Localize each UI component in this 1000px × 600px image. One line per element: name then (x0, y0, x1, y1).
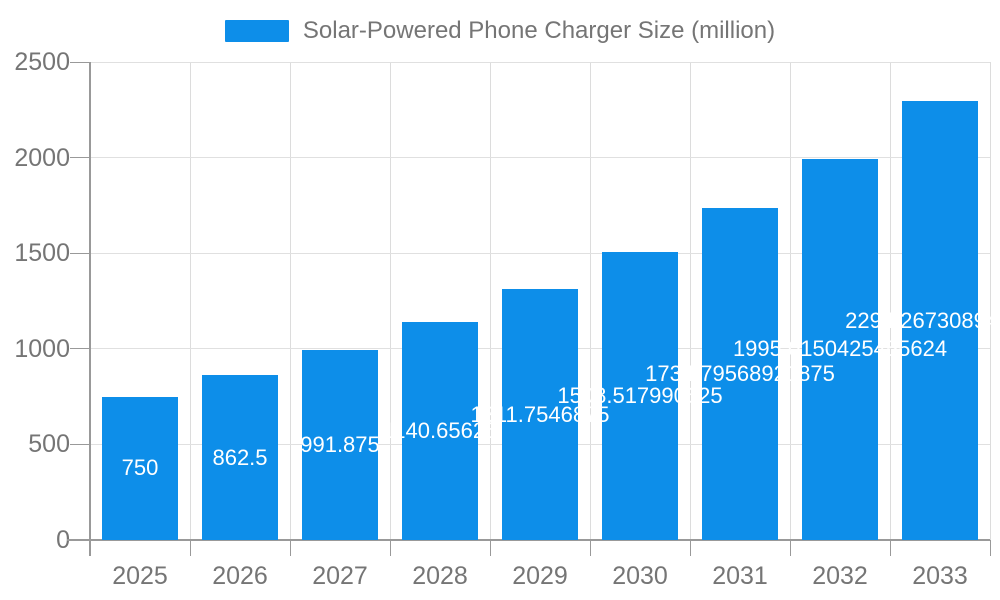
bar-value-label: 1734.79568921875 (645, 361, 835, 387)
x-tick-label: 2026 (212, 562, 268, 590)
y-tick-label: 2500 (14, 48, 70, 76)
bar (302, 350, 378, 540)
x-gridline (589, 62, 591, 540)
bar (902, 101, 978, 540)
x-gridline (289, 62, 291, 540)
bar (202, 375, 278, 540)
bar (802, 158, 878, 540)
bar (602, 251, 678, 540)
x-tick-label: 2030 (612, 562, 668, 590)
x-gridline (989, 62, 991, 540)
y-tick-label: 2000 (14, 143, 70, 172)
y-axis-line (88, 62, 91, 556)
y-tick-mark (70, 252, 90, 254)
x-tick-mark (989, 540, 991, 556)
y-tick-label: 1500 (14, 239, 70, 268)
bar-value-label: 750 (121, 455, 159, 481)
bar-value-label: 991.875 (300, 432, 380, 458)
x-gridline (789, 62, 791, 540)
y-tick-mark (70, 443, 90, 445)
legend-label: Solar-Powered Phone Charger Size (millio… (302, 17, 776, 44)
legend: Solar-Powered Phone Charger Size (millio… (0, 16, 1000, 46)
bar (402, 321, 478, 540)
x-tick-mark (689, 540, 691, 556)
legend-swatch (224, 20, 289, 42)
x-tick-mark (889, 540, 891, 556)
bar-value-label: 1311.7546875 (470, 401, 610, 427)
y-tick-mark (70, 348, 90, 350)
bar-value-label: 2294.26730894562 (845, 307, 1000, 333)
y-gridline (90, 157, 990, 159)
x-tick-mark (189, 540, 191, 556)
x-gridline (689, 62, 691, 540)
y-gridline (90, 61, 990, 63)
bar (102, 396, 178, 540)
x-tick-mark (489, 540, 491, 556)
bar (502, 289, 578, 540)
x-tick-label: 2028 (412, 562, 468, 590)
x-tick-mark (589, 540, 591, 556)
x-axis-line (67, 539, 990, 541)
x-tick-label: 2033 (912, 562, 968, 590)
x-tick-mark (289, 540, 291, 556)
x-tick-label: 2032 (812, 562, 868, 590)
x-gridline (189, 62, 191, 540)
y-gridline (90, 252, 990, 254)
x-tick-label: 2025 (112, 562, 168, 590)
y-tick-mark (70, 157, 90, 159)
bar-value-label: 1140.65625 (382, 417, 498, 443)
bar-value-label: 862.5 (212, 444, 268, 470)
x-tick-label: 2031 (712, 562, 768, 590)
x-tick-mark (389, 540, 391, 556)
x-gridline (389, 62, 391, 540)
bar (702, 208, 778, 540)
y-tick-label: 500 (28, 430, 70, 459)
x-gridline (489, 62, 491, 540)
x-tick-label: 2029 (512, 562, 568, 590)
bar-value-label: 1508.517990625 (557, 382, 723, 408)
x-gridline (889, 62, 891, 540)
bar-value-label: 1995.0150425455624 (732, 336, 948, 362)
y-tick-mark (70, 61, 90, 63)
y-tick-label: 1000 (14, 334, 70, 363)
x-tick-mark (789, 540, 791, 556)
x-tick-label: 2027 (312, 562, 368, 590)
y-tick-label: 0 (56, 526, 70, 554)
